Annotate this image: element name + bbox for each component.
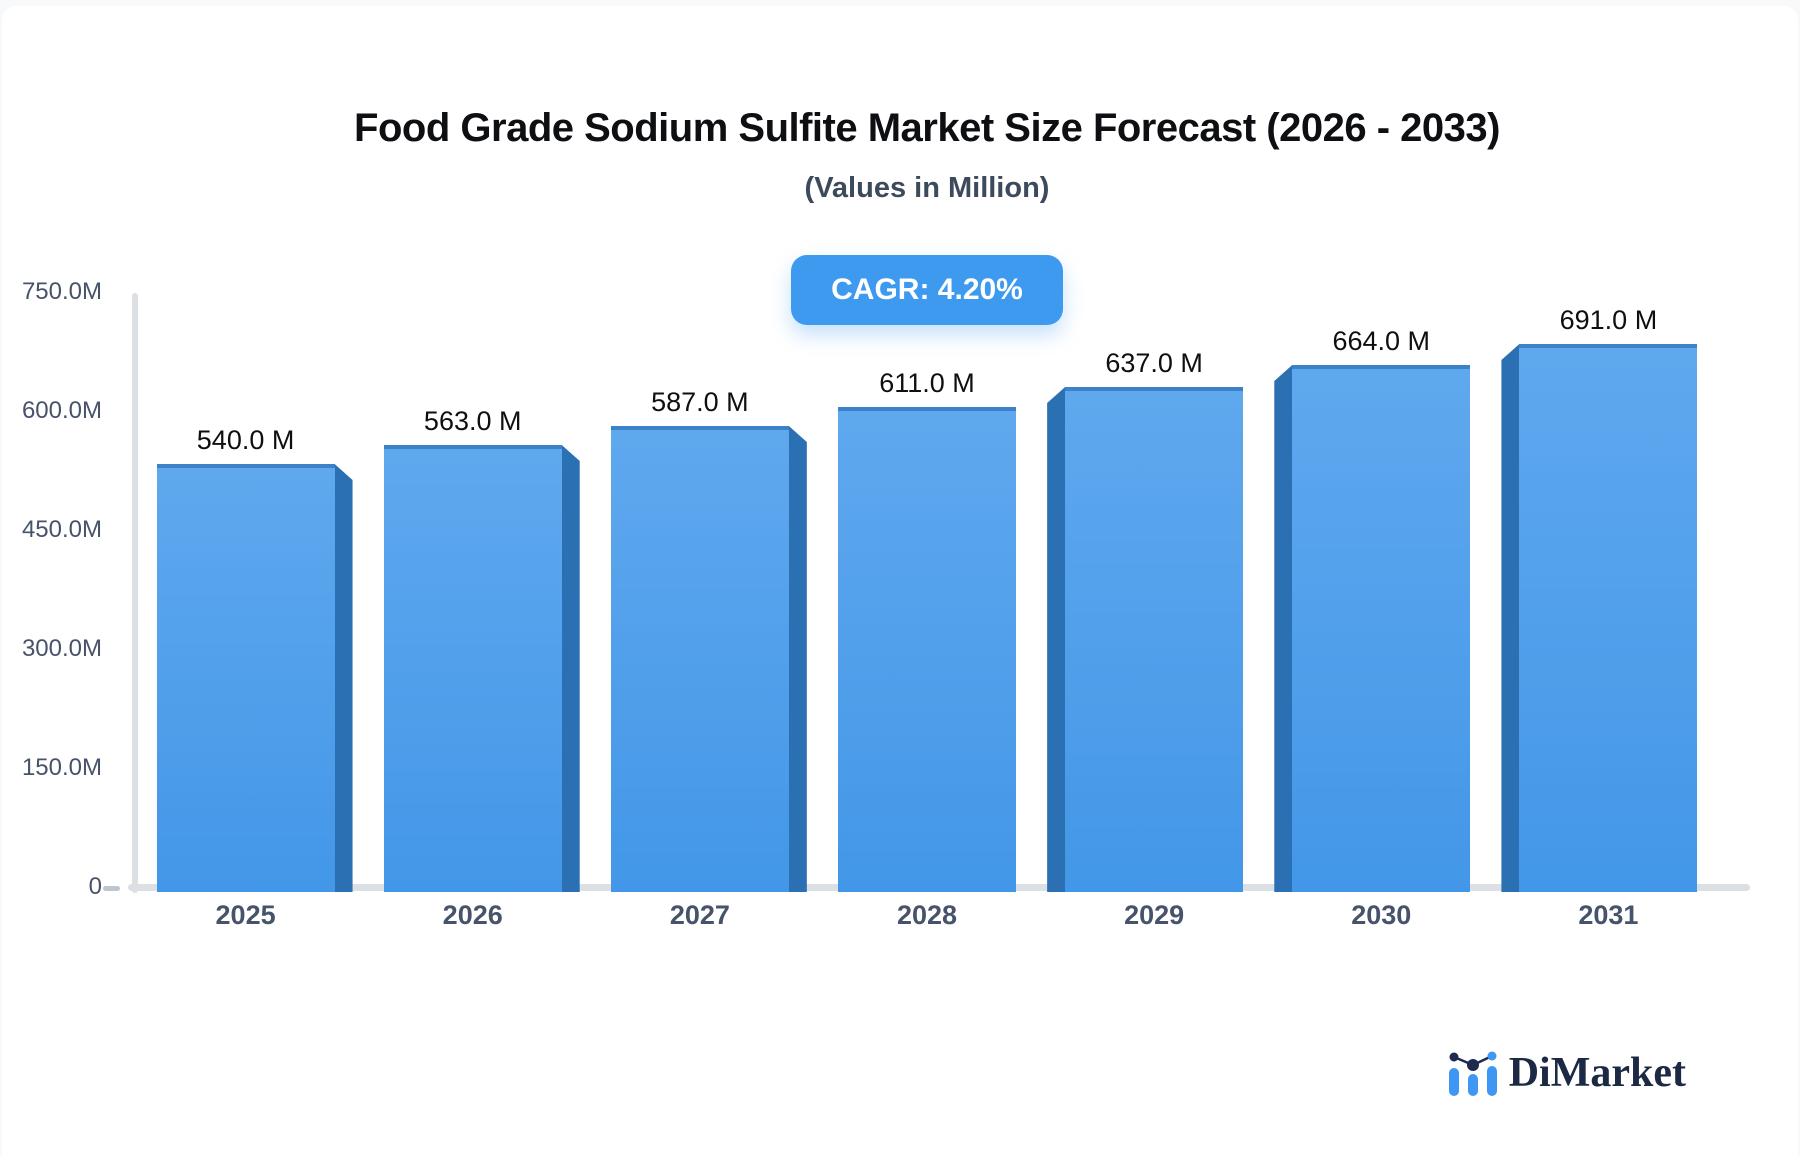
dimarket-logo: DiMarket	[1448, 1042, 1686, 1104]
bar-cell: 587.0 M 2027	[586, 293, 813, 930]
bar-3d-side	[334, 464, 353, 892]
x-tick-label: 2031	[1578, 900, 1639, 930]
bar-2026[interactable]	[383, 445, 562, 892]
bar-value-label: 540.0 M	[196, 425, 295, 455]
bar-value-label: 664.0 M	[1332, 326, 1431, 356]
x-tick-label: 2030	[1351, 900, 1412, 930]
bar-value-label: 637.0 M	[1105, 348, 1203, 378]
y-tick-label: 300.0M	[21, 635, 102, 662]
logo-text: DiMarket	[1508, 1050, 1686, 1096]
bar-value-label: 587.0 M	[651, 387, 749, 417]
bar-value-label: 563.0 M	[423, 406, 522, 436]
x-tick-label: 2028	[896, 900, 958, 930]
bar-cell: 611.0 M 2028	[813, 293, 1040, 930]
bar-3d-side	[788, 426, 807, 892]
page-subtitle: (Values in Million)	[804, 172, 1050, 204]
x-tick-label: 2027	[669, 900, 730, 930]
bar-3d-side	[561, 445, 580, 892]
x-tick-label: 2029	[1124, 900, 1185, 930]
y-axis: 750.0M 600.0M 450.0M 300.0M 150.0M 0	[2, 6, 1798, 1156]
bar-2031[interactable]	[1519, 344, 1698, 892]
bar-2027[interactable]	[610, 426, 789, 892]
page-title: Food Grade Sodium Sulfite Market Size Fo…	[354, 106, 1500, 150]
y-tick-label: 450.0M	[21, 516, 102, 543]
cagr-badge-row: CAGR: 4.20%	[132, 255, 1722, 325]
bar-cell: 637.0 M 2029	[1041, 293, 1268, 930]
y-tick-label: 0	[88, 873, 102, 900]
plot-area: 540.0 M 2025 563.0 M 2026 587.0 M 2027 611.0 M…	[132, 293, 1722, 930]
bar-3d-side	[1501, 344, 1520, 892]
bar-cell: 664.0 M 2030	[1268, 293, 1495, 930]
x-tick-label: 2026	[442, 900, 503, 930]
y-tick-label: 750.0M	[21, 278, 102, 305]
bar-value-label: 691.0 M	[1559, 305, 1658, 335]
y-tick-label: 600.0M	[21, 397, 102, 424]
bar-cell: 540.0 M 2025	[132, 293, 359, 930]
bar-2025[interactable]	[156, 464, 335, 892]
zero-tick-dash	[103, 886, 120, 891]
bar-2028[interactable]	[837, 407, 1016, 892]
bar-cell: 563.0 M 2026	[359, 293, 586, 930]
bar-3d-side	[1274, 365, 1293, 892]
bar-cell: 691.0 M 2031	[1495, 293, 1722, 930]
bar-2029[interactable]	[1065, 387, 1244, 892]
y-tick-label: 150.0M	[21, 754, 102, 781]
bar-line-chart-icon	[1448, 1051, 1497, 1096]
cagr-badge: CAGR: 4.20%	[791, 255, 1063, 325]
bar-2030[interactable]	[1292, 365, 1471, 892]
x-tick-label: 2025	[215, 900, 276, 930]
chart-card: Food Grade Sodium Sulfite Market Size Fo…	[2, 6, 1798, 1156]
y-axis-line	[132, 293, 138, 893]
bar-3d-side	[1047, 387, 1066, 892]
bar-value-label: 611.0 M	[879, 368, 975, 398]
